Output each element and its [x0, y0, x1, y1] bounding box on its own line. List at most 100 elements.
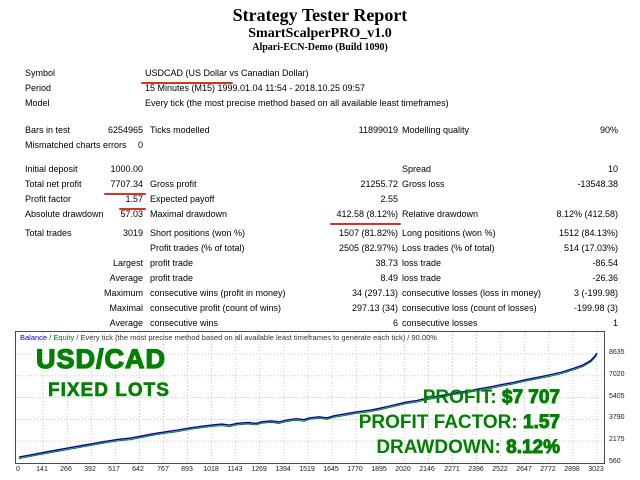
report-text: Maximal drawdown [150, 209, 228, 219]
stat-label: PROFIT FACTOR: [358, 412, 524, 433]
report-text: 38.73 [375, 258, 398, 268]
report-cell-label: consecutive loss (count of losses) [398, 301, 548, 316]
report-text: 6254965 [107, 125, 143, 135]
report-text: Profit trades (% of total) [150, 243, 245, 253]
report-text: 1507 (81.82%) [338, 228, 398, 238]
report-row: Mismatched charts errors 0 [0, 138, 640, 153]
watermark-stats: PROFIT: $7 707 PROFIT FACTOR: 1.57 DRAWDOW… [358, 385, 561, 460]
report-cell-label: consecutive wins [143, 316, 328, 331]
report-text: consecutive loss (count of losses) [402, 303, 537, 313]
report-row: Maximal consecutive profit (count of wins… [0, 301, 640, 316]
report-text: Mismatched charts errors [25, 140, 127, 150]
report-text: 1512 (84.13%) [558, 228, 618, 238]
legend-part: Equity [53, 333, 75, 342]
report-row: Period 15 Minutes (M15) 1999.01.04 11:54 … [0, 81, 640, 96]
x-tick-label: 2647 [516, 466, 532, 473]
report-cell-value: 38.73 [328, 256, 398, 271]
x-tick-label: 1018 [203, 466, 219, 473]
report-cell-label: Mismatched charts errors [25, 138, 127, 153]
y-tick-label: 5405 [609, 393, 625, 400]
report-table: Symbol USDCAD (US Dollar vs Canadian Doll… [0, 66, 640, 331]
report-cell-value: 1507 (81.82%) [328, 226, 398, 241]
report-cell-value: 1 [548, 316, 618, 331]
report-text: profit trade [150, 258, 194, 268]
x-tick-label: 1770 [347, 466, 363, 473]
report-text: Maximum [103, 288, 143, 298]
report-text: consecutive wins (profit in money) [150, 288, 286, 298]
watermark-lots-mode: FIXED LOTS [48, 380, 170, 402]
report-cell-label: Total net profit [25, 177, 91, 192]
report-text: 412.58 (8.12%) [330, 207, 401, 225]
x-tick-label: 642 [132, 466, 144, 473]
report-text: 10 [607, 164, 618, 174]
report-text: loss trade [402, 273, 442, 283]
report-text: 2.55 [380, 194, 398, 204]
stat-label: DRAWDOWN: [376, 437, 507, 458]
report-cell-value: Average [91, 316, 143, 331]
report-row: Symbol USDCAD (US Dollar vs Canadian Doll… [0, 66, 640, 84]
legend-part: / [47, 333, 54, 342]
report-cell-value: 21255.72 [328, 177, 398, 192]
x-tick-label: 1895 [371, 466, 387, 473]
report-text: 3019 [122, 228, 143, 238]
report-row: Total net profit 7707.34 Gross profit 21255… [0, 177, 640, 195]
report-row: Bars in test 6254965 Ticks modelled 1189901… [0, 123, 640, 138]
report-cell-value: -26.36 [548, 271, 618, 286]
report-text: Profit factor [25, 194, 72, 204]
report-cell-label: Modelling quality [398, 123, 548, 138]
balance-curve-plot [16, 332, 604, 463]
x-tick-label: 1269 [251, 466, 267, 473]
chart-legend: Balance / Equity / Every tick (the most … [20, 333, 437, 342]
report-cell-label [398, 138, 548, 153]
report-text: -13548.38 [577, 179, 618, 189]
report-cell-value: 90% [548, 123, 618, 138]
stat-value: 8.12% [506, 437, 561, 459]
x-tick-label: 2898 [564, 466, 580, 473]
report-text: 7707.34 [104, 177, 146, 195]
legend-part: Balance [20, 333, 48, 342]
report-cell-value [328, 138, 398, 153]
report-cell-label [25, 271, 91, 286]
report-cell-label [398, 192, 548, 207]
y-tick-label: 3790 [609, 414, 625, 421]
legend-part: / Every tick (the most precise method ba… [74, 333, 437, 342]
report-text: 6 [392, 318, 398, 328]
report-row: Profit factor 1.57 Expected payoff 2.55 [0, 192, 640, 210]
x-tick-label: 266 [60, 466, 72, 473]
report-row: Average consecutive wins 6 consecutive loss… [0, 316, 640, 331]
report-text: 1 [612, 318, 618, 328]
report-cell-value: 6 [328, 316, 398, 331]
watermark-stat-line: PROFIT FACTOR: 1.57 [358, 410, 561, 435]
report-text: 0 [137, 140, 143, 150]
report-cell-value: 8.12% (412.58) [548, 207, 618, 222]
report-cell-value: 1000.00 [91, 162, 143, 177]
report-cell-value [328, 162, 398, 177]
x-tick-label: 517 [108, 466, 120, 473]
report-text: Long positions (won %) [402, 228, 496, 238]
report-text: 8.49 [380, 273, 398, 283]
y-tick-label: 7020 [609, 371, 625, 378]
report-value: Every tick (the most precise method base… [145, 98, 449, 108]
report-cell-label: loss trade [398, 271, 548, 286]
report-text: Ticks modelled [150, 125, 210, 135]
report-text: Spread [402, 164, 432, 174]
report-text: 34 (297.13) [351, 288, 398, 298]
report-cell-label [143, 138, 328, 153]
report-cell-label: Bars in test [25, 123, 91, 138]
report-text: -26.36 [592, 273, 618, 283]
report-cell-label [25, 241, 91, 256]
x-tick-label: 1394 [275, 466, 291, 473]
report-text: -199.98 (3) [573, 303, 618, 313]
report-cell-value: Average [91, 271, 143, 286]
report-text: consecutive losses (loss in money) [402, 288, 542, 298]
report-cell-value: -86.54 [548, 256, 618, 271]
report-cell-label: Total trades [25, 226, 91, 241]
x-tick-label: 2772 [540, 466, 556, 473]
report-text: 90% [599, 125, 618, 135]
balance-chart: Balance / Equity / Every tick (the most … [15, 331, 605, 464]
report-text: Largest [112, 258, 143, 268]
report-row: Maximum consecutive wins (profit in money… [0, 286, 640, 301]
report-cell-label: consecutive wins (profit in money) [143, 286, 328, 301]
report-text: 1000.00 [110, 164, 143, 174]
